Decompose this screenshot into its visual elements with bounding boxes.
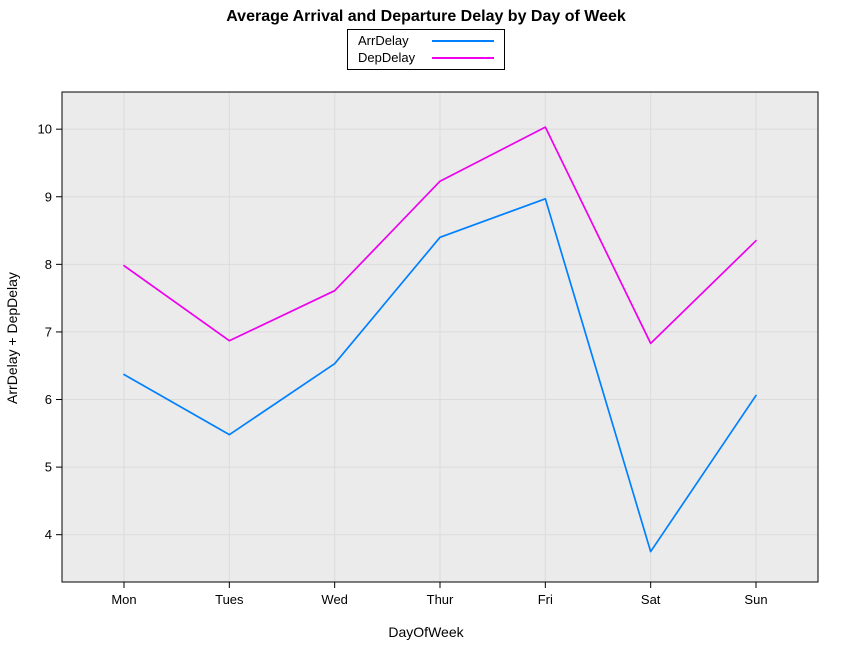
x-axis-label: DayOfWeek [388,624,464,640]
legend-entry: DepDelay [358,49,494,66]
x-tick-label: Thur [427,592,454,607]
legend-line-sample [432,39,494,42]
series-line-arrdelay [123,197,757,553]
x-tick-label: Sun [744,592,767,607]
chart-title: Average Arrival and Departure Delay by D… [226,8,626,25]
series-line-depdelay [123,126,757,345]
y-tick-label: 8 [45,257,52,272]
y-tick-label: 6 [45,392,52,407]
y-tick-label: 9 [45,189,52,204]
legend-label: DepDelay [358,50,416,65]
y-axis-label: ArrDelay + DepDelay [4,272,20,404]
x-tick-label: Sat [641,592,661,607]
y-tick-label: 4 [45,527,52,542]
legend-line-sample [432,56,494,59]
y-tick-label: 10 [38,122,52,137]
legend: ArrDelay DepDelay [347,29,505,70]
legend-entry: ArrDelay [358,32,494,49]
x-tick-label: Fri [538,592,553,607]
x-tick-label: Wed [321,592,348,607]
x-tick-label: Tues [215,592,244,607]
y-tick-label: 7 [45,324,52,339]
legend-label: ArrDelay [358,33,409,48]
x-tick-label: Mon [111,592,136,607]
y-tick-label: 5 [45,460,52,475]
